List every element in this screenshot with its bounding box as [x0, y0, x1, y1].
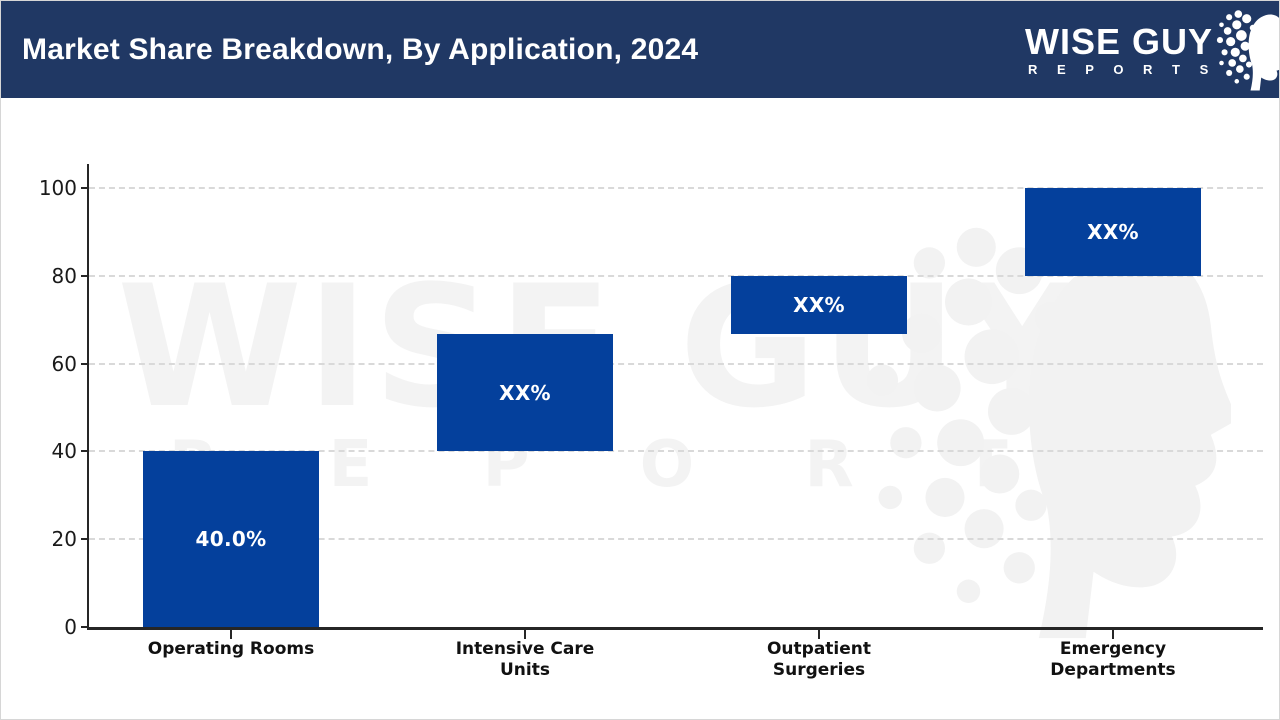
y-gridline: [89, 538, 1263, 541]
watermark-head-icon: [866, 227, 1231, 639]
y-gridline: [89, 362, 1263, 365]
logo-brand-text: WISE GUY: [1025, 20, 1214, 62]
x-axis-tick: [1112, 630, 1114, 639]
y-axis-tick: [81, 538, 88, 541]
waterfall-bar: 40.0%: [143, 451, 319, 627]
y-gridline: [89, 450, 1263, 453]
y-axis-tick-label: 100: [38, 176, 77, 200]
y-axis-tick-label: 60: [51, 351, 77, 376]
x-axis-category-label: Intensive Care Units: [455, 639, 595, 680]
wise-guy-reports-logo: WISE GUY R E P O R T S: [1025, 8, 1279, 92]
bar-value-label: 40.0%: [195, 527, 267, 552]
wiseguy-head-icon: [1217, 10, 1279, 91]
x-axis-tick: [818, 630, 820, 639]
y-axis-tick: [81, 274, 88, 277]
x-axis-tick: [524, 630, 526, 639]
x-axis-line: [87, 627, 1263, 630]
bar-value-label: XX%: [499, 380, 551, 405]
page-title: Market Share Breakdown, By Application, …: [22, 32, 699, 66]
waterfall-bar: XX%: [437, 334, 613, 452]
y-gridline: [89, 187, 1263, 189]
header-band: Market Share Breakdown, By Application, …: [1, 1, 1279, 98]
waterfall-bar: XX%: [731, 275, 907, 335]
x-axis-category-label: Operating Rooms: [147, 639, 315, 659]
y-axis-tick-label: 40: [51, 439, 77, 464]
y-axis-tick: [81, 362, 88, 365]
x-axis-category-label: Emergency Departments: [1050, 639, 1176, 680]
x-axis-tick: [230, 630, 232, 639]
bar-value-label: XX%: [793, 292, 845, 317]
y-gridline: [89, 274, 1263, 277]
logo-text: WISE GUY R E P O R T S: [1025, 20, 1217, 78]
logo-sub-text: R E P O R T S: [1028, 62, 1217, 78]
y-axis-tick-label: 20: [51, 527, 77, 552]
y-axis-line: [87, 164, 89, 630]
y-axis-tick: [81, 626, 88, 628]
y-axis-tick-label: 0: [64, 615, 77, 639]
y-axis-tick: [81, 187, 88, 189]
bar-value-label: XX%: [1087, 219, 1139, 244]
waterfall-bar: XX%: [1025, 188, 1201, 276]
x-axis-category-label: Outpatient Surgeries: [766, 639, 872, 680]
y-axis-tick: [81, 450, 88, 453]
y-axis-tick-label: 80: [51, 263, 77, 288]
